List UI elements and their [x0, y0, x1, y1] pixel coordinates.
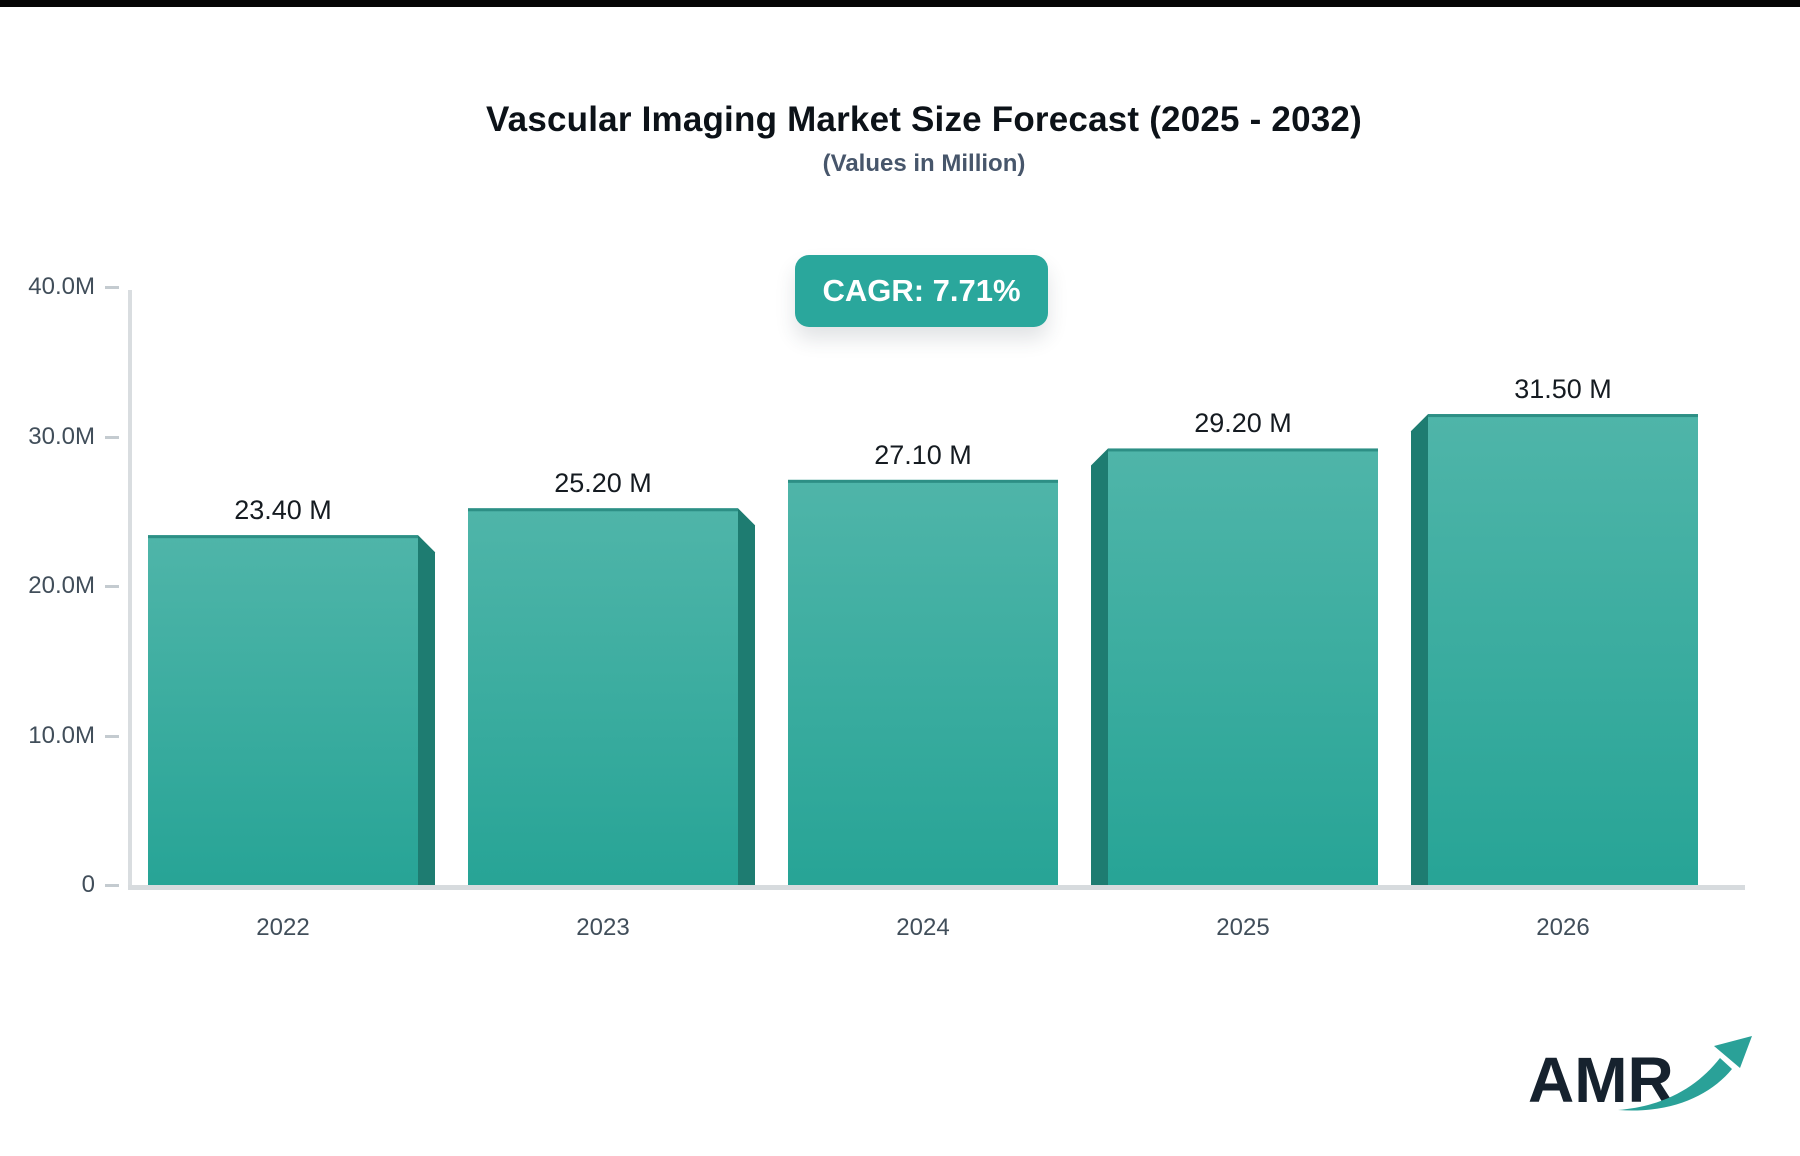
bar-2022	[148, 535, 418, 885]
y-axis-tick-label: 0	[81, 871, 95, 898]
amr-logo-arrow-swoosh	[1618, 1058, 1732, 1111]
bar-top-edge	[468, 508, 738, 512]
y-axis-tick-label: 20.0M	[28, 572, 95, 599]
bar-value-label: 23.40 M	[234, 495, 332, 526]
x-axis-label: 2024	[896, 914, 950, 941]
amr-logo: AMR	[1528, 1036, 1752, 1116]
bar-value-label: 31.50 M	[1514, 374, 1612, 405]
y-axis-tick-label: 10.0M	[28, 721, 95, 749]
amr-logo-arrow-head-icon	[1714, 1036, 1752, 1068]
x-axis-label: 2023	[576, 914, 630, 941]
x-axis-line	[128, 885, 1745, 890]
bar-side-face-2023	[738, 508, 755, 885]
chart-subtitle: (Values in Million)	[822, 150, 1026, 177]
y-axis-tick	[105, 435, 119, 439]
y-axis-tick	[105, 884, 119, 887]
y-axis-tick	[105, 585, 119, 588]
y-axis-tick-label: 30.0M	[28, 422, 95, 450]
bar-side-face-2022	[418, 535, 435, 885]
cagr-badge: CAGR: 7.71%	[795, 255, 1048, 327]
bar-value-label: 29.20 M	[1194, 408, 1292, 439]
x-axis-label: 2025	[1216, 914, 1270, 941]
x-axis-label: 2022	[256, 914, 310, 941]
bar-2025	[1108, 448, 1378, 885]
bar-2023	[468, 508, 738, 885]
y-axis-line	[128, 290, 132, 889]
y-axis-tick	[105, 734, 119, 738]
bar-2026	[1428, 414, 1698, 885]
bar-side-face-2026	[1411, 414, 1428, 885]
y-axis-tick	[105, 286, 119, 289]
bar-value-label: 25.20 M	[554, 468, 652, 499]
bar-top-edge	[1108, 448, 1378, 452]
bar-value-label: 27.10 M	[874, 439, 972, 470]
bar-side-face-2025	[1091, 448, 1108, 885]
y-axis-tick-label: 40.0M	[28, 273, 95, 300]
bar-2024	[788, 479, 1058, 885]
x-axis-label: 2026	[1536, 914, 1590, 941]
chart-title: Vascular Imaging Market Size Forecast (2…	[486, 100, 1362, 139]
amr-logo-text: AMR	[1528, 1044, 1674, 1116]
top-edge-strip	[0, 0, 1800, 7]
bar-top-edge	[1428, 414, 1698, 418]
bar-top-edge	[788, 479, 1058, 483]
bar-top-edge	[148, 535, 418, 539]
